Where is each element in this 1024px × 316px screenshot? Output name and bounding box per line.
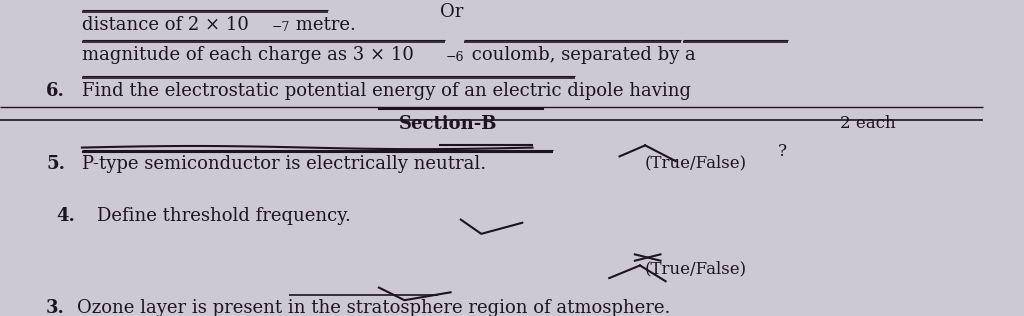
Text: 2 each: 2 each [840,115,895,132]
Text: 3.: 3. [46,299,65,316]
Text: Find the electrostatic potential energy of an electric dipole having: Find the electrostatic potential energy … [82,82,691,100]
Text: metre.: metre. [290,16,355,34]
Text: 5.: 5. [46,155,66,173]
Text: ?: ? [778,143,787,161]
Text: distance of 2 × 10: distance of 2 × 10 [82,16,249,34]
Text: Ozone layer is present in the stratosphere region of atmosphere.: Ozone layer is present in the stratosphe… [77,299,670,316]
Text: −7: −7 [271,21,290,33]
Text: −6: −6 [445,51,464,64]
Text: 4.: 4. [56,207,75,225]
Text: P-type semiconductor is electrically neutral.: P-type semiconductor is electrically neu… [82,155,486,173]
Text: coulomb, separated by a: coulomb, separated by a [466,46,695,64]
Text: Or: Or [440,3,464,21]
Text: 6.: 6. [46,82,65,100]
Text: (True/False): (True/False) [645,261,748,278]
Text: magnitude of each charge as 3 × 10: magnitude of each charge as 3 × 10 [82,46,414,64]
Text: Define threshold frequency.: Define threshold frequency. [97,207,351,225]
Text: Section-B: Section-B [399,115,498,133]
Text: (True/False): (True/False) [645,155,748,172]
